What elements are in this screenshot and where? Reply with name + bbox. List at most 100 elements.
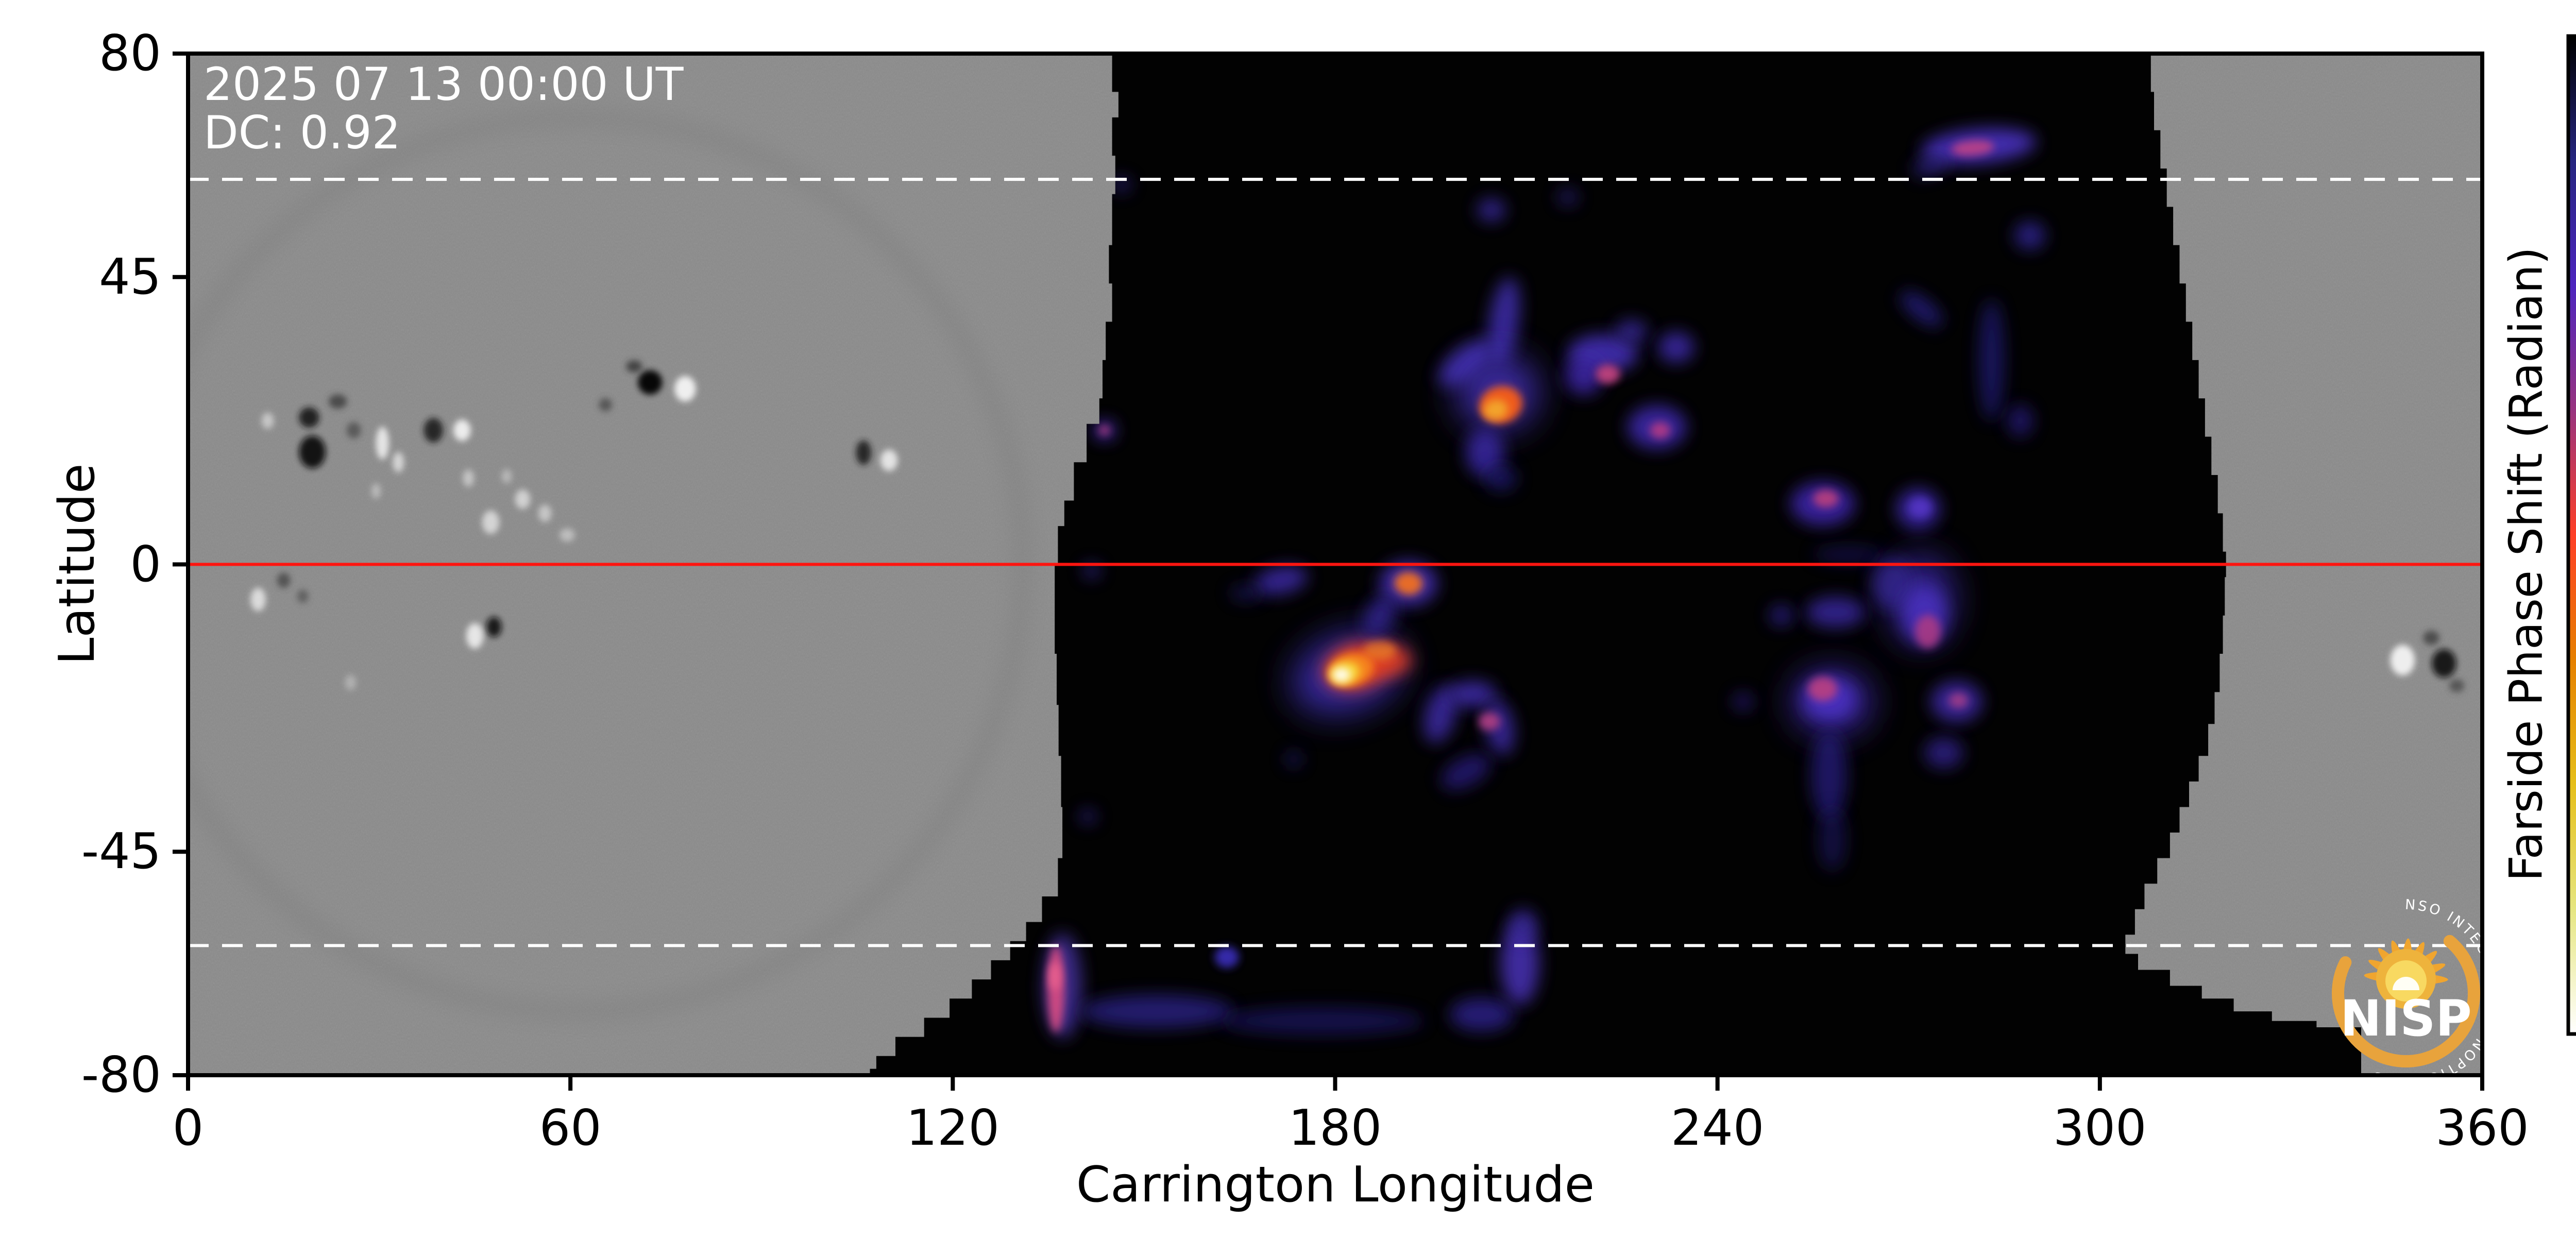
farside-feature xyxy=(1818,807,1846,871)
farside-feature xyxy=(1909,498,1931,517)
annotation-dc: DC: 0.92 xyxy=(204,106,401,159)
farside-feature xyxy=(1813,546,1884,564)
active-region xyxy=(299,407,319,428)
x-axis-label: Carrington Longitude xyxy=(1076,1157,1595,1213)
axis-ticks xyxy=(173,52,2484,1091)
farside-feature xyxy=(1477,198,1505,222)
farside-feature xyxy=(1466,428,1504,477)
active-region xyxy=(463,469,474,487)
farside-feature xyxy=(1813,489,1839,508)
farside-feature xyxy=(1900,291,1943,327)
active-region xyxy=(482,510,500,534)
farside-feature xyxy=(1332,668,1351,682)
farside-feature xyxy=(1596,364,1620,384)
farside-feature xyxy=(1363,595,1397,636)
logo-sun-core xyxy=(2393,977,2419,990)
active-region xyxy=(376,427,389,460)
x-tick-label: 0 xyxy=(172,1100,204,1157)
farside-feature xyxy=(1658,332,1694,363)
active-region xyxy=(453,419,471,442)
farside-feature xyxy=(1488,277,1520,366)
farside-feature xyxy=(1912,155,1950,176)
farside-feature xyxy=(1564,357,1603,396)
active-region xyxy=(638,370,663,395)
logo-nisp-text: NISP xyxy=(2340,990,2472,1047)
active-region xyxy=(345,674,357,690)
farside-feature xyxy=(2014,221,2045,250)
active-region xyxy=(2432,649,2456,678)
active-region xyxy=(486,617,502,637)
farside-feature xyxy=(2007,404,2033,437)
logo-ring xyxy=(2332,935,2480,1067)
farside-feature xyxy=(1733,692,1753,711)
x-tick-label: 180 xyxy=(1288,1100,1382,1157)
farside-feature xyxy=(1439,340,1493,386)
active-region xyxy=(2423,631,2439,645)
y-tick-label: 0 xyxy=(130,536,161,593)
farside-feature xyxy=(1230,585,1262,601)
farside-feature xyxy=(1483,399,1508,420)
farside-feature xyxy=(1394,572,1422,595)
x-tick-label: 360 xyxy=(2435,1100,2529,1157)
farside-feature xyxy=(1423,686,1457,743)
colorbar-farside-label: Farside Phase Shift (Radian) xyxy=(2499,247,2553,881)
active-region xyxy=(423,418,444,443)
active-region xyxy=(277,572,291,588)
active-region xyxy=(299,435,326,469)
active-region xyxy=(2390,645,2415,676)
frontside-active-regions xyxy=(250,333,2465,692)
y-axis-label: Latitude xyxy=(49,463,106,665)
farside-feature xyxy=(1079,809,1097,824)
farside-feature xyxy=(1255,566,1308,595)
y-tick-label: 45 xyxy=(99,248,161,306)
farside-feature xyxy=(1448,681,1497,707)
active-region xyxy=(466,623,484,649)
farside-feature xyxy=(1978,299,2005,421)
farside-feature xyxy=(1872,558,1913,609)
farside-feature xyxy=(1099,426,1110,435)
colorbar-farside xyxy=(2566,34,2576,1036)
active-region xyxy=(856,440,872,465)
x-tick-label: 120 xyxy=(906,1100,999,1157)
farside-phase-features xyxy=(1043,128,2045,1039)
y-tick-label: -45 xyxy=(81,823,161,880)
farside-feature xyxy=(1478,713,1500,731)
active-region xyxy=(560,528,575,542)
active-region xyxy=(599,398,613,412)
active-region xyxy=(538,504,552,522)
farside-feature xyxy=(1615,319,1648,343)
active-region xyxy=(674,376,696,402)
active-region xyxy=(250,587,266,612)
farside-feature xyxy=(1364,641,1396,660)
farside-feature xyxy=(1441,754,1490,790)
farside-feature xyxy=(1049,962,1061,991)
farside-feature xyxy=(1450,998,1514,1031)
annotation-datetime: 2025 07 13 00:00 UT xyxy=(204,58,684,111)
active-region xyxy=(515,489,531,509)
farside-feature xyxy=(1811,730,1847,820)
y-tick-label: -80 xyxy=(81,1047,161,1104)
active-region xyxy=(297,589,309,603)
active-region xyxy=(880,449,898,471)
farside-feature xyxy=(1650,422,1671,439)
x-tick-label: 60 xyxy=(539,1100,602,1157)
farside-feature xyxy=(1082,563,1101,579)
active-region xyxy=(261,412,274,429)
farside-feature xyxy=(1770,605,1793,626)
farside-feature xyxy=(1915,615,1941,648)
farside-feature xyxy=(1214,946,1239,968)
active-region xyxy=(328,394,347,409)
active-region xyxy=(346,422,361,439)
farside-feature xyxy=(1501,922,1539,1005)
farside-feature xyxy=(1557,189,1578,206)
active-region xyxy=(371,483,381,499)
x-tick-label: 300 xyxy=(2053,1100,2147,1157)
plot-area xyxy=(188,54,2482,1075)
farside-feature xyxy=(1948,692,1968,708)
farside-feature xyxy=(1485,465,1517,491)
farside-feature xyxy=(1924,737,1963,768)
farside-feature xyxy=(1509,909,1537,941)
farside-feature xyxy=(1806,597,1865,628)
